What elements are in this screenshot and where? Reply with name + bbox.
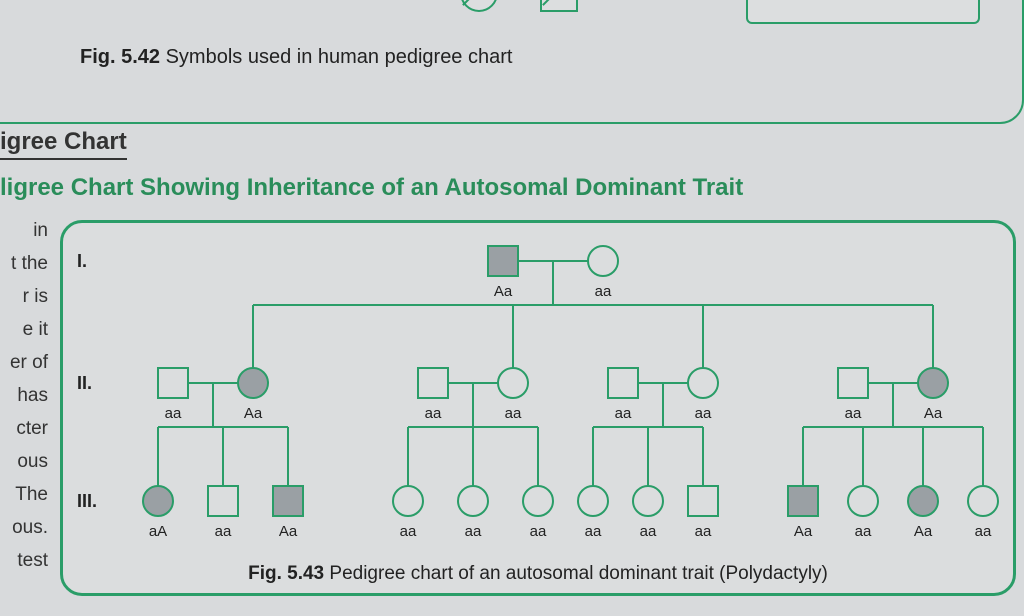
gen2-offspring-1 [498, 368, 528, 398]
gen3-child-3-2 [908, 486, 938, 516]
figure-543-number: Fig. 5.43 [248, 563, 324, 584]
gen2-offspring-0 [238, 368, 268, 398]
gen2-offspring-2 [688, 368, 718, 398]
figure-543-text: Pedigree chart of an autosomal dominant … [324, 563, 828, 584]
body-text-fragment: r is [0, 280, 48, 313]
figure-542-caption: Fig. 5.42 Symbols used in human pedigree… [80, 46, 512, 69]
genotype-label: aa [845, 405, 862, 422]
genotype-label: aa [975, 523, 992, 540]
genotype-label: aA [149, 523, 167, 540]
body-text-fragment: cter [0, 412, 48, 445]
body-text-fragment: t the [0, 247, 48, 280]
gen3-child-3-1 [848, 486, 878, 516]
section-heading: igree Chart [0, 128, 127, 160]
gen2-spouse-1 [418, 368, 448, 398]
body-text-fragment: has [0, 379, 48, 412]
figure-543-caption: Fig. 5.43 Pedigree chart of an autosomal… [63, 563, 1013, 585]
gen2-spouse-2 [608, 368, 638, 398]
figure-542-text: Symbols used in human pedigree chart [160, 46, 512, 68]
gen1-father [488, 246, 518, 276]
genotype-label: Aa [494, 283, 512, 300]
gen3-child-3-3 [968, 486, 998, 516]
gen3-child-0-1 [208, 486, 238, 516]
gen3-child-1-0 [393, 486, 423, 516]
body-text-fragment: ous. [0, 511, 48, 544]
genotype-label: aa [855, 523, 872, 540]
gen3-child-2-2 [688, 486, 718, 516]
gen3-child-0-0 [143, 486, 173, 516]
body-text-fragment: The [0, 478, 48, 511]
genotype-label: aa [695, 405, 712, 422]
pedigree-chart [63, 223, 1013, 563]
genotype-label: aa [165, 405, 182, 422]
genotype-label: aa [695, 523, 712, 540]
genotype-label: aa [505, 405, 522, 422]
genotype-label: aa [425, 405, 442, 422]
genotype-label: aa [215, 523, 232, 540]
genotype-label: aa [595, 283, 612, 300]
gen1-mother [588, 246, 618, 276]
genotype-label: Aa [244, 405, 262, 422]
gen3-child-1-1 [458, 486, 488, 516]
sub-heading: ligree Chart Showing Inheritance of an A… [0, 174, 743, 202]
gen2-spouse-0 [158, 368, 188, 398]
deceased-label-box: DECEASED PERSON [746, 0, 980, 24]
genotype-label: aa [465, 523, 482, 540]
gen2-offspring-3 [918, 368, 948, 398]
cutoff-body-text: int ther ise iter ofhascterousTheous.tes… [0, 214, 48, 577]
genotype-label: aa [400, 523, 417, 540]
body-text-fragment: test [0, 544, 48, 577]
genotype-label: aa [530, 523, 547, 540]
pedigree-panel: I. II. III. Fig. 5.43 Pedigree chart of … [60, 220, 1016, 596]
gen3-child-2-0 [578, 486, 608, 516]
gen2-spouse-3 [838, 368, 868, 398]
body-text-fragment: ous [0, 445, 48, 478]
gen3-child-1-2 [523, 486, 553, 516]
gen3-child-0-2 [273, 486, 303, 516]
gen3-child-3-0 [788, 486, 818, 516]
symbol-legend-fragment: DECEASED PERSON [280, 0, 1020, 40]
genotype-label: Aa [914, 523, 932, 540]
genotype-label: Aa [794, 523, 812, 540]
genotype-label: Aa [924, 405, 942, 422]
genotype-label: Aa [279, 523, 297, 540]
figure-542-number: Fig. 5.42 [80, 46, 160, 68]
body-text-fragment: er of [0, 346, 48, 379]
gen3-child-2-1 [633, 486, 663, 516]
body-text-fragment: e it [0, 313, 48, 346]
genotype-label: aa [585, 523, 602, 540]
body-text-fragment: in [0, 214, 48, 247]
genotype-label: aa [640, 523, 657, 540]
genotype-label: aa [615, 405, 632, 422]
